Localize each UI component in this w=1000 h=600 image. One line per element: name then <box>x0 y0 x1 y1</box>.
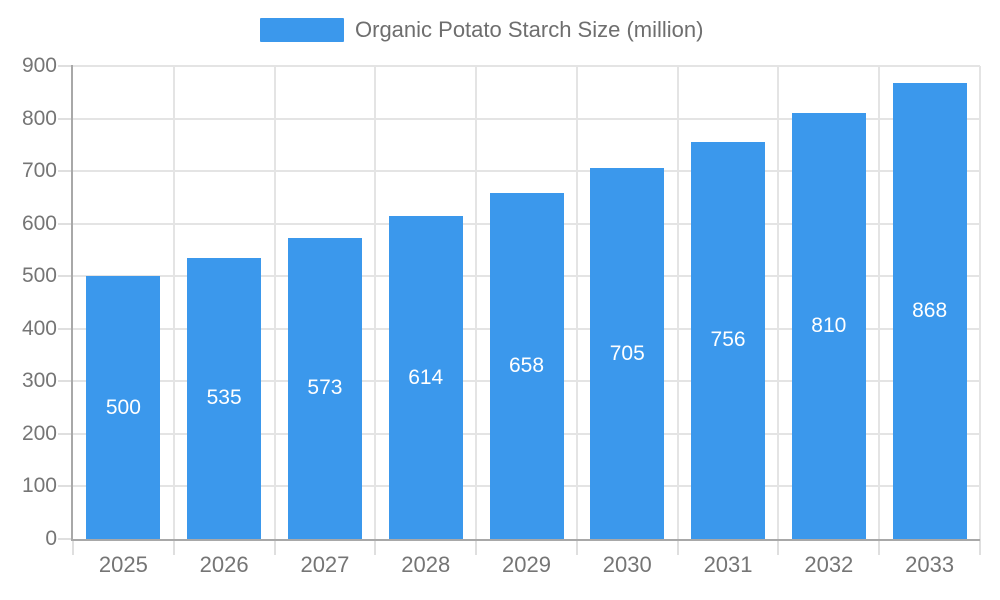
y-axis-tick-label: 500 <box>21 264 57 288</box>
y-axis-tick <box>58 275 72 278</box>
legend-swatch-icon <box>260 18 344 42</box>
legend-label: Organic Potato Starch Size (million) <box>355 17 704 42</box>
y-axis-labels: 0 100 200 300 400 500 600 700 800 900 <box>0 54 57 550</box>
y-axis-tick-label: 200 <box>21 421 57 445</box>
x-axis-tick-label: 2032 <box>804 552 854 577</box>
v-gridline <box>172 66 175 539</box>
x-axis-labels: 2025 2026 2027 2028 2029 2030 2031 2032 2033 <box>73 552 980 586</box>
y-axis-tick-label: 600 <box>21 211 57 235</box>
legend[interactable]: Organic Potato Starch Size (million) <box>260 17 703 43</box>
x-axis-tick-label: 2028 <box>401 552 451 577</box>
bar-2031[interactable]: 756 <box>691 141 766 539</box>
y-axis-tick-label: 100 <box>21 474 57 498</box>
y-axis-tick-label: 0 <box>45 527 57 550</box>
x-axis-tick <box>777 539 780 555</box>
y-axis-tick <box>58 538 72 540</box>
v-gridline <box>374 66 377 539</box>
y-axis-tick-label: 700 <box>21 159 57 183</box>
y-axis-tick-label: 900 <box>21 54 57 77</box>
h-gridline <box>73 117 980 120</box>
bar-2029[interactable]: 658 <box>489 193 564 539</box>
bar-value-label: 658 <box>508 354 545 378</box>
x-axis-tick-label: 2027 <box>300 552 350 577</box>
v-gridline <box>777 66 780 539</box>
bar-2032[interactable]: 810 <box>791 113 866 539</box>
bar-value-label: 573 <box>307 376 343 400</box>
y-axis-tick <box>58 485 72 488</box>
bar-2033[interactable]: 868 <box>892 82 967 539</box>
y-axis-tick-label: 400 <box>21 316 57 340</box>
y-axis-tick-label: 800 <box>21 106 57 130</box>
bar-value-label: 705 <box>609 341 645 365</box>
h-gridline <box>73 170 980 173</box>
y-axis-tick <box>58 65 72 67</box>
bar-2030[interactable]: 705 <box>590 168 665 539</box>
bar-value-label: 868 <box>912 298 948 322</box>
x-axis-tick-label: 2029 <box>502 552 551 577</box>
x-axis-tick <box>475 539 478 555</box>
bar-value-label: 810 <box>811 314 847 338</box>
v-gridline <box>273 66 276 539</box>
x-axis-tick <box>374 539 377 555</box>
bar-value-label: 500 <box>105 395 141 419</box>
x-axis-tick <box>172 539 175 555</box>
x-axis-tick <box>878 539 881 555</box>
bar-2028[interactable]: 614 <box>388 216 463 539</box>
bar-2027[interactable]: 573 <box>287 237 362 539</box>
x-axis-tick-label: 2026 <box>199 552 249 577</box>
v-gridline <box>475 66 478 539</box>
v-gridline <box>575 66 578 539</box>
x-axis-tick-label: 2031 <box>703 552 753 577</box>
x-axis-tick <box>273 539 276 555</box>
y-axis-tick <box>58 432 72 435</box>
y-axis-tick <box>58 222 72 225</box>
y-axis-tick-label: 300 <box>21 369 57 393</box>
bar-2026[interactable]: 535 <box>187 257 262 539</box>
v-gridline <box>878 66 881 539</box>
bar-value-label: 535 <box>206 386 242 410</box>
bar-value-label: 614 <box>408 365 444 389</box>
x-axis-tick <box>72 539 74 555</box>
x-axis-tick-label: 2025 <box>98 552 148 577</box>
plot-area: 500 535 573 614 658 705 756 810 868 <box>58 65 981 555</box>
v-gridline <box>979 66 981 539</box>
h-gridline <box>73 65 980 67</box>
x-axis-tick-label: 2030 <box>602 552 652 577</box>
y-axis-tick <box>58 117 72 120</box>
x-axis-line <box>71 539 980 541</box>
x-axis-tick <box>676 539 679 555</box>
y-axis-tick <box>58 380 72 383</box>
y-axis-tick <box>58 170 72 173</box>
bar-value-label: 756 <box>710 328 746 352</box>
x-axis-tick-label: 2033 <box>905 552 955 577</box>
y-axis-tick <box>58 327 72 330</box>
x-axis-tick <box>979 539 981 555</box>
bar-2025[interactable]: 500 <box>86 276 161 539</box>
x-axis-tick <box>575 539 578 555</box>
v-gridline <box>676 66 679 539</box>
y-axis-line <box>71 65 73 541</box>
